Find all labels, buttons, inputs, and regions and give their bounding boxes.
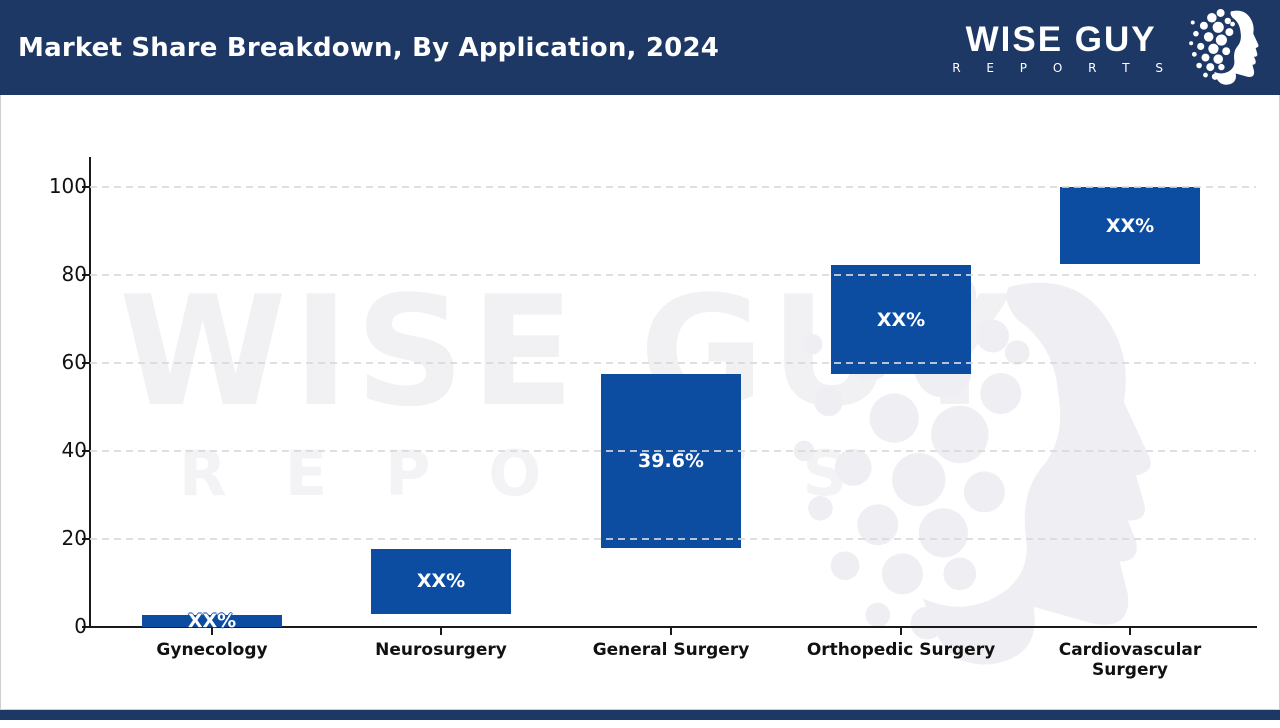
x-tick-label-4: Cardiovascular Surgery bbox=[1058, 640, 1202, 681]
x-tick-mark-3 bbox=[900, 628, 902, 635]
x-tick-mark-0 bbox=[211, 628, 213, 635]
y-tick-mark-20 bbox=[82, 538, 90, 540]
chart-title: Market Share Breakdown, By Application, … bbox=[18, 32, 720, 63]
bar-neurosurgery: XX% bbox=[371, 548, 511, 614]
bar-general-surgery: 39.6% bbox=[601, 374, 741, 549]
x-axis-line bbox=[89, 626, 1257, 628]
y-tick-label-60: 60 bbox=[61, 350, 87, 374]
x-tick-label-2: General Surgery bbox=[592, 640, 750, 660]
x-tick-label-0: Gynecology bbox=[156, 640, 268, 660]
y-tick-mark-100 bbox=[82, 186, 90, 188]
y-tick-label-0: 0 bbox=[74, 614, 87, 638]
y-tick-label-100: 100 bbox=[48, 174, 87, 198]
y-tick-label-80: 80 bbox=[61, 262, 87, 286]
logo-reports-text: R E P O R T S bbox=[952, 60, 1174, 75]
bar-value-label: 39.6% bbox=[638, 450, 704, 473]
x-tick-label-1: Neurosurgery bbox=[375, 640, 507, 660]
x-tick-mark-4 bbox=[1129, 628, 1131, 635]
chart-area: WISE GUY REPORTS 0 20 40 60 80 100 XX% Gynecolo… bbox=[0, 95, 1280, 710]
x-tick-label-3: Orthopedic Surgery bbox=[806, 640, 996, 660]
header-bar: Market Share Breakdown, By Application, … bbox=[0, 0, 1280, 95]
footer-bar bbox=[0, 710, 1280, 720]
y-tick-mark-0 bbox=[82, 626, 90, 628]
bar-orthopedic-surgery: XX% bbox=[831, 265, 971, 374]
dotted-face-logo-icon bbox=[1180, 5, 1266, 91]
wise-guy-logo: WISE GUY R E P O R T S bbox=[948, 5, 1266, 91]
y-tick-label-40: 40 bbox=[61, 438, 87, 462]
logo-wordmark: WISE GUY R E P O R T S bbox=[948, 22, 1174, 74]
bar-gynecology: XX% bbox=[142, 610, 282, 632]
x-tick-mark-1 bbox=[440, 628, 442, 635]
y-tick-mark-60 bbox=[82, 362, 90, 364]
y-tick-mark-80 bbox=[82, 274, 90, 276]
bar-cardiovascular-surgery: XX% bbox=[1060, 187, 1200, 265]
y-tick-label-20: 20 bbox=[61, 526, 87, 550]
x-tick-mark-2 bbox=[670, 628, 672, 635]
bar-value-label: XX% bbox=[416, 570, 466, 593]
logo-wiseguy-text: WISE GUY bbox=[965, 19, 1157, 59]
y-axis-line bbox=[89, 157, 91, 628]
bar-value-label: XX% bbox=[1105, 214, 1155, 237]
y-tick-mark-40 bbox=[82, 450, 90, 452]
bar-value-label: XX% bbox=[876, 308, 926, 331]
bar-value-label: XX% bbox=[187, 610, 237, 633]
